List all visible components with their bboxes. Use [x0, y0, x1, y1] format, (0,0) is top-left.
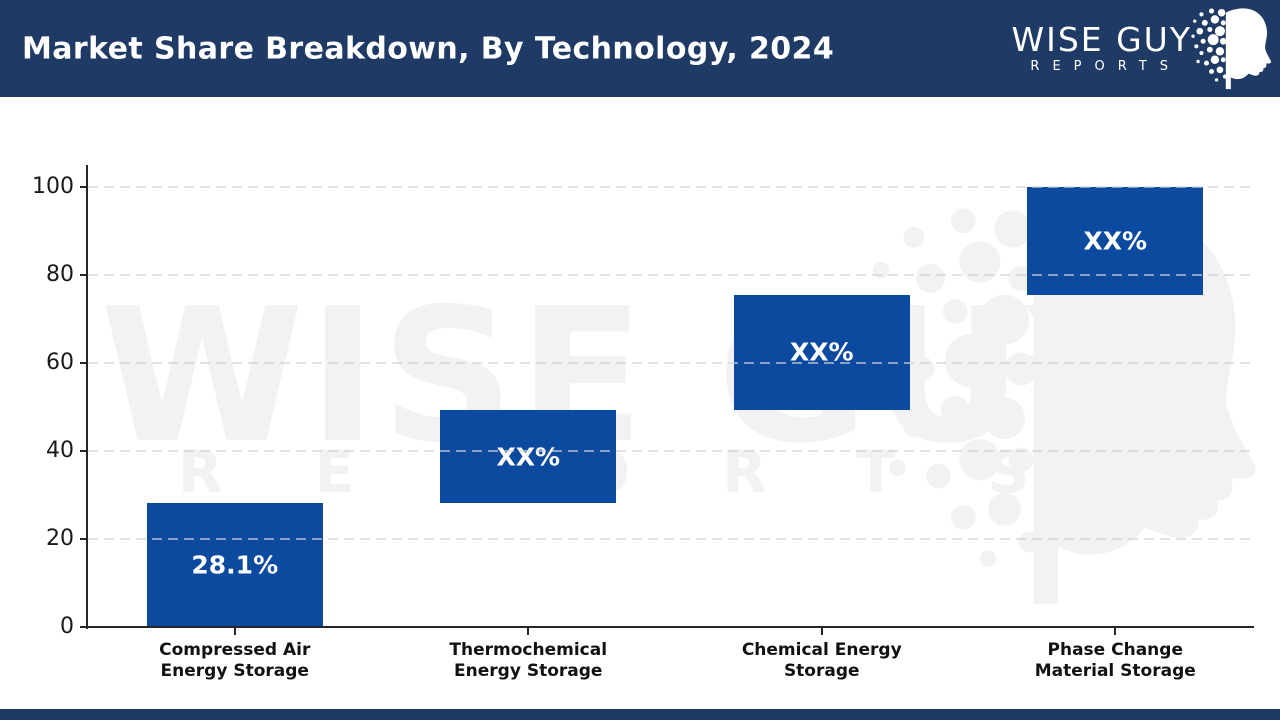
category-label-line: Material Storage — [1034, 661, 1196, 681]
gridline-100 — [88, 186, 1254, 188]
category-label-thermochemical-energy-storage: Thermochemical Energy Storage — [388, 640, 668, 682]
category-label-line: Energy Storage — [160, 661, 309, 681]
category-label-phase-change-material-storage: Phase Change Material Storage — [975, 640, 1255, 682]
y-axis — [86, 165, 88, 629]
category-label-line: Phase Change — [1047, 640, 1183, 660]
brand-subtitle: REPORTS — [1030, 59, 1182, 74]
y-tick — [80, 538, 87, 540]
gridline-60 — [88, 362, 1254, 364]
bar-value-label: XX% — [496, 442, 561, 471]
category-label-line: Compressed Air — [159, 640, 311, 660]
bar-segment-phase-change-material-storage — [1027, 187, 1204, 295]
gridline-40 — [88, 450, 1254, 452]
bar-value-label: XX% — [1083, 226, 1148, 256]
x-tick — [1114, 628, 1117, 635]
y-tick-label: 20 — [46, 526, 74, 551]
y-tick — [80, 450, 87, 452]
y-tick-label: 0 — [60, 614, 74, 639]
y-tick-label: 60 — [46, 350, 74, 375]
y-tick — [80, 274, 87, 276]
y-tick — [80, 626, 87, 628]
x-tick — [820, 628, 823, 635]
x-tick — [527, 628, 530, 635]
y-tick-label: 100 — [32, 174, 74, 199]
x-axis — [88, 626, 1254, 628]
category-label-chemical-energy-storage: Chemical Energy Storage — [682, 640, 962, 682]
x-tick — [233, 628, 236, 635]
y-tick-label: 40 — [46, 438, 74, 463]
gridline-80 — [88, 274, 1254, 276]
bar-segment-chemical-energy-storage — [733, 294, 910, 410]
bar-segment-compressed-air-energy-storage — [146, 503, 323, 627]
bar-segment-thermochemical-energy-storage — [440, 409, 617, 504]
category-label-compressed-air-energy-storage: Compressed Air Energy Storage — [95, 640, 375, 682]
brand-wordmark: WISE GUY REPORTS — [1011, 20, 1192, 75]
brand-logo: WISE GUY REPORTS — [1011, 6, 1272, 90]
category-label-line: Storage — [783, 661, 860, 681]
footer-bar — [0, 709, 1280, 720]
page-title: Market Share Breakdown, By Technology, 2… — [22, 31, 835, 66]
category-label-line: Chemical Energy — [741, 640, 902, 660]
header-bar: Market Share Breakdown, By Technology, 2… — [0, 0, 1280, 97]
y-tick — [80, 362, 87, 364]
gridline-20 — [88, 538, 1254, 540]
category-label-line: Energy Storage — [454, 661, 603, 681]
brand-name: WISE GUY — [1011, 20, 1192, 59]
bar-value-label: XX% — [789, 337, 854, 367]
category-label-line: Thermochemical — [449, 640, 608, 660]
brand-face-icon — [1191, 8, 1272, 90]
bar-value-label: 28.1% — [191, 550, 279, 580]
y-tick — [80, 186, 87, 188]
y-tick-label: 80 — [46, 262, 74, 287]
